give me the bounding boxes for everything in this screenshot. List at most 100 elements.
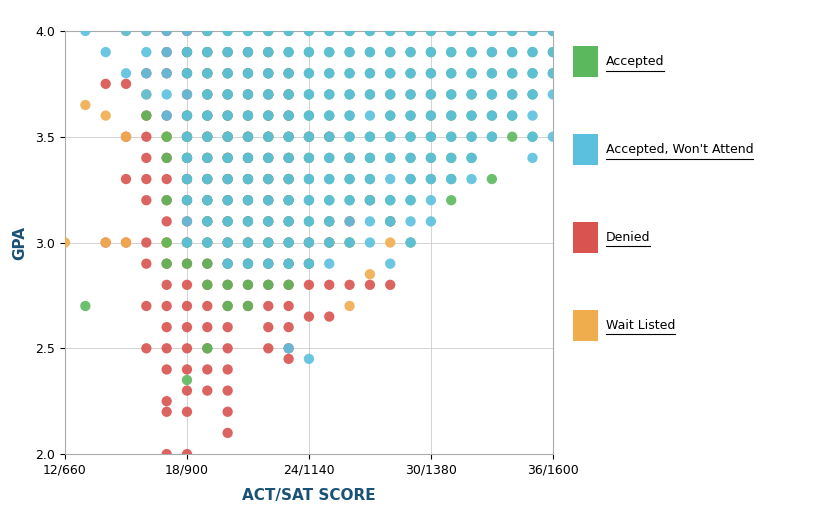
Accepted bbox=[424, 133, 437, 141]
Denied bbox=[221, 386, 234, 395]
Denied bbox=[221, 196, 234, 204]
Accepted bbox=[201, 154, 214, 162]
Accepted, Won't Attend bbox=[241, 175, 254, 183]
Denied bbox=[282, 90, 295, 99]
Accepted bbox=[160, 260, 173, 268]
Accepted bbox=[262, 133, 275, 141]
Accepted, Won't Attend bbox=[282, 196, 295, 204]
Denied bbox=[180, 450, 193, 458]
Accepted bbox=[180, 376, 193, 384]
Accepted, Won't Attend bbox=[363, 196, 376, 204]
Accepted, Won't Attend bbox=[221, 111, 234, 120]
Accepted bbox=[282, 154, 295, 162]
Accepted, Won't Attend bbox=[404, 217, 417, 225]
Accepted, Won't Attend bbox=[465, 154, 478, 162]
Accepted bbox=[302, 133, 315, 141]
Accepted bbox=[363, 27, 376, 35]
Accepted bbox=[445, 111, 458, 120]
Denied bbox=[262, 154, 275, 162]
Accepted bbox=[180, 238, 193, 247]
Accepted bbox=[424, 154, 437, 162]
Denied bbox=[140, 69, 153, 77]
Wait Listed bbox=[241, 133, 254, 141]
Accepted bbox=[343, 238, 356, 247]
Accepted bbox=[302, 238, 315, 247]
Denied bbox=[160, 48, 173, 56]
Wait Listed bbox=[180, 238, 193, 247]
Accepted, Won't Attend bbox=[465, 48, 478, 56]
Denied bbox=[180, 238, 193, 247]
Wait Listed bbox=[201, 69, 214, 77]
Accepted, Won't Attend bbox=[363, 154, 376, 162]
Accepted bbox=[221, 260, 234, 268]
Denied bbox=[180, 154, 193, 162]
Accepted bbox=[465, 154, 478, 162]
Accepted bbox=[404, 48, 417, 56]
Denied bbox=[180, 408, 193, 416]
Denied bbox=[241, 217, 254, 225]
Denied bbox=[180, 69, 193, 77]
Accepted bbox=[526, 133, 539, 141]
Accepted bbox=[201, 238, 214, 247]
Accepted, Won't Attend bbox=[343, 48, 356, 56]
Denied bbox=[221, 344, 234, 352]
Accepted, Won't Attend bbox=[485, 27, 498, 35]
Accepted bbox=[262, 48, 275, 56]
Accepted bbox=[302, 260, 315, 268]
Accepted bbox=[506, 48, 519, 56]
Accepted bbox=[282, 175, 295, 183]
Accepted bbox=[221, 196, 234, 204]
Accepted, Won't Attend bbox=[302, 260, 315, 268]
Accepted bbox=[282, 27, 295, 35]
Accepted, Won't Attend bbox=[160, 90, 173, 99]
Denied bbox=[201, 386, 214, 395]
Wait Listed bbox=[180, 154, 193, 162]
Wait Listed bbox=[262, 27, 275, 35]
Accepted, Won't Attend bbox=[140, 27, 153, 35]
Accepted, Won't Attend bbox=[262, 238, 275, 247]
Denied bbox=[160, 397, 173, 406]
Denied bbox=[323, 133, 336, 141]
Accepted bbox=[140, 111, 153, 120]
Denied bbox=[221, 90, 234, 99]
Accepted bbox=[384, 27, 397, 35]
Accepted, Won't Attend bbox=[302, 154, 315, 162]
Accepted, Won't Attend bbox=[343, 27, 356, 35]
Accepted, Won't Attend bbox=[180, 90, 193, 99]
Accepted, Won't Attend bbox=[384, 260, 397, 268]
Accepted bbox=[363, 196, 376, 204]
Accepted bbox=[79, 302, 92, 310]
Accepted, Won't Attend bbox=[424, 48, 437, 56]
Accepted, Won't Attend bbox=[343, 90, 356, 99]
Denied bbox=[262, 196, 275, 204]
Accepted bbox=[506, 27, 519, 35]
Accepted bbox=[282, 48, 295, 56]
Denied bbox=[180, 27, 193, 35]
Accepted bbox=[526, 27, 539, 35]
Accepted bbox=[282, 238, 295, 247]
Accepted, Won't Attend bbox=[241, 69, 254, 77]
Denied bbox=[180, 323, 193, 331]
Accepted, Won't Attend bbox=[282, 133, 295, 141]
Denied bbox=[99, 80, 112, 88]
Denied bbox=[201, 365, 214, 374]
Accepted bbox=[404, 27, 417, 35]
Accepted, Won't Attend bbox=[201, 196, 214, 204]
Denied bbox=[180, 90, 193, 99]
Accepted, Won't Attend bbox=[424, 111, 437, 120]
Accepted bbox=[445, 154, 458, 162]
Denied bbox=[282, 344, 295, 352]
Accepted bbox=[160, 154, 173, 162]
Accepted, Won't Attend bbox=[546, 48, 559, 56]
Denied bbox=[160, 27, 173, 35]
Denied bbox=[160, 238, 173, 247]
Accepted, Won't Attend bbox=[526, 27, 539, 35]
Denied bbox=[343, 217, 356, 225]
Accepted bbox=[282, 196, 295, 204]
Accepted, Won't Attend bbox=[424, 154, 437, 162]
Text: Accepted: Accepted bbox=[606, 55, 664, 69]
Accepted bbox=[424, 111, 437, 120]
Denied bbox=[140, 175, 153, 183]
Accepted bbox=[241, 281, 254, 289]
Accepted, Won't Attend bbox=[323, 27, 336, 35]
